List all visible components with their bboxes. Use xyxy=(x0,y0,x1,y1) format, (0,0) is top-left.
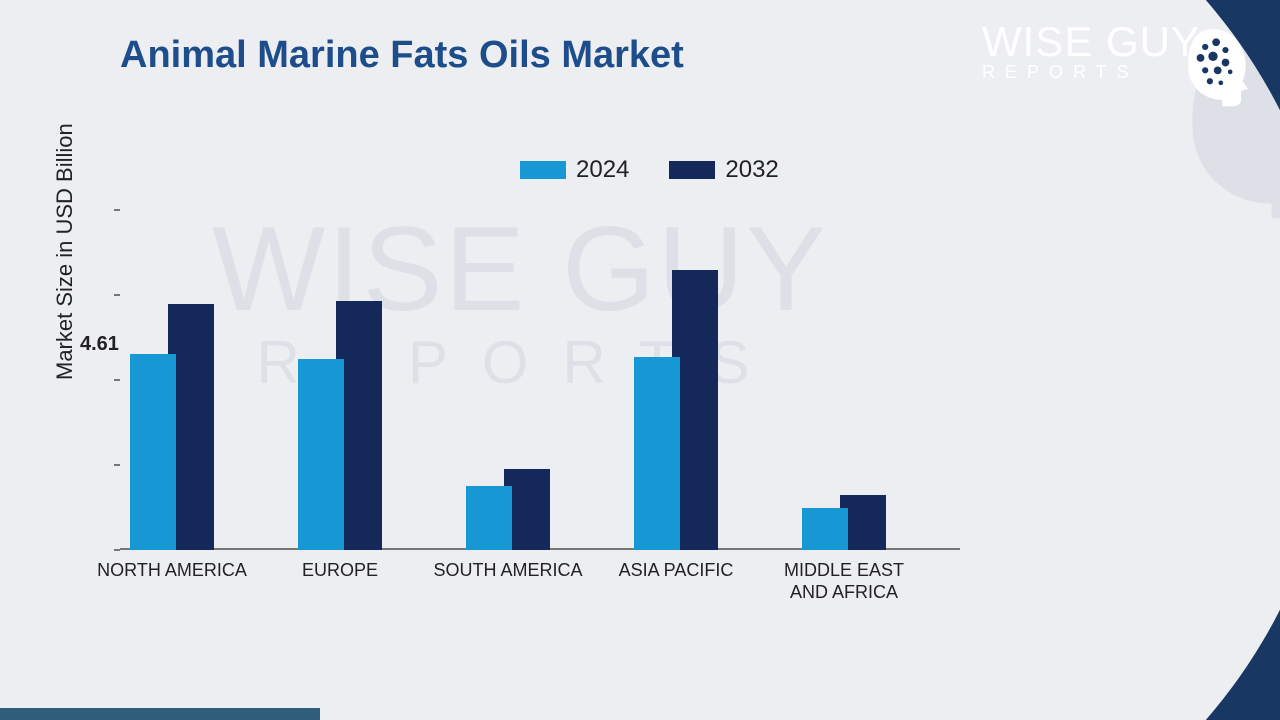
y-axis-label: Market Size in USD Billion xyxy=(52,123,78,380)
y-tick xyxy=(114,379,120,381)
brand-logo: WISE GUY REPORTS xyxy=(982,18,1252,83)
chart-title: Animal Marine Fats Oils Market xyxy=(120,34,684,77)
x-axis-label: SOUTH AMERICA xyxy=(433,560,583,582)
bar-value-label: 4.61 xyxy=(80,333,119,356)
bar-group: 4.61NORTH AMERICA xyxy=(130,210,280,550)
bar xyxy=(298,359,344,550)
x-axis-label: NORTH AMERICA xyxy=(97,560,247,582)
y-tick xyxy=(114,294,120,296)
bar-group: EUROPE xyxy=(298,210,448,550)
chart-area: 4.61NORTH AMERICAEUROPESOUTH AMERICAASIA… xyxy=(100,150,980,610)
bar xyxy=(634,357,680,550)
y-tick xyxy=(114,464,120,466)
bar-group: SOUTH AMERICA xyxy=(466,210,616,550)
brand-head-icon xyxy=(1174,24,1252,112)
x-axis-label: EUROPE xyxy=(265,560,415,582)
y-tick xyxy=(114,549,120,551)
bar xyxy=(130,354,176,550)
bar xyxy=(466,486,512,550)
x-axis-label: ASIA PACIFIC xyxy=(601,560,751,582)
bar xyxy=(802,508,848,551)
bar-group: MIDDLE EAST AND AFRICA xyxy=(802,210,952,550)
plot-region: 4.61NORTH AMERICAEUROPESOUTH AMERICAASIA… xyxy=(120,210,960,550)
y-tick xyxy=(114,209,120,211)
bar-group: ASIA PACIFIC xyxy=(634,210,784,550)
x-axis-label: MIDDLE EAST AND AFRICA xyxy=(769,560,919,603)
accent-bar xyxy=(0,708,320,720)
